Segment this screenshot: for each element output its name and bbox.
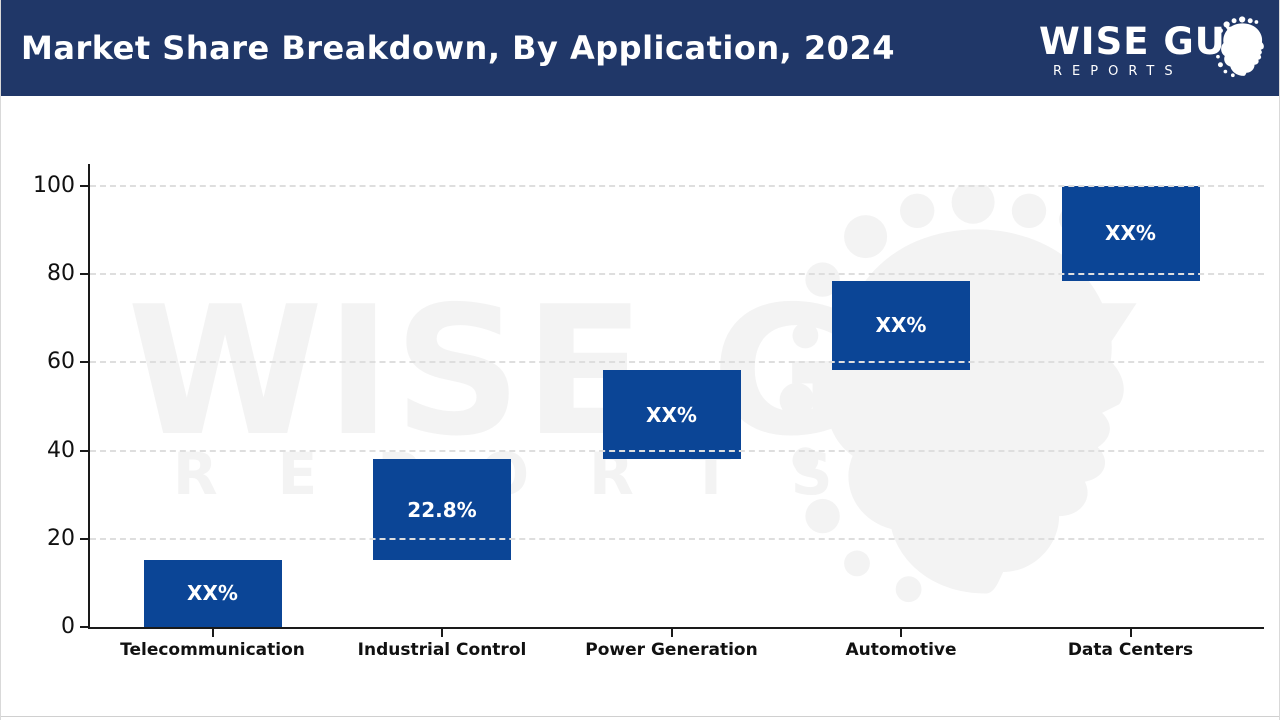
gridline-20: [90, 537, 1264, 540]
category-label-automotive: Automotive: [845, 640, 957, 660]
y-tick-label-40: 40: [47, 437, 75, 463]
y-tick-100: [80, 185, 88, 187]
x-tick-telecommunication: [211, 629, 214, 637]
x-axis-line: [88, 627, 1264, 629]
bar-value-label-industrial-control: 22.8%: [407, 497, 477, 522]
logo-reports-text: REPORTS: [1053, 64, 1183, 79]
y-tick-40: [80, 449, 88, 452]
category-label-power-generation: Power Generation: [585, 640, 758, 660]
x-tick-automotive: [900, 629, 902, 637]
x-tick-data-centers: [1129, 629, 1132, 637]
y-tick-label-100: 100: [33, 173, 75, 198]
y-axis-line: [88, 163, 90, 629]
chart-title: Market Share Breakdown, By Application, …: [21, 29, 895, 67]
y-tick-label-20: 20: [47, 525, 75, 551]
logo-dotted-face-icon: [1214, 16, 1264, 78]
bar-automotive: XX%: [832, 280, 970, 370]
y-tick-60: [80, 361, 88, 364]
bar-data-centers: XX%: [1061, 186, 1200, 281]
y-tick-0: [80, 626, 88, 628]
y-tick-20: [80, 537, 88, 540]
y-tick-80: [80, 273, 88, 276]
bar-telecommunication: XX%: [143, 559, 282, 627]
x-tick-industrial-control: [441, 629, 443, 637]
bar-value-label-automotive: XX%: [875, 313, 927, 338]
bottom-divider: [1, 716, 1279, 717]
gridline-100: [90, 185, 1264, 187]
y-tick-label-0: 0: [61, 614, 75, 639]
category-label-data-centers: Data Centers: [1067, 640, 1194, 660]
bar-industrial-control: 22.8%: [373, 459, 511, 560]
bar-value-label-data-centers: XX%: [1105, 221, 1156, 246]
bar-power-generation: XX%: [602, 369, 741, 460]
category-label-telecommunication: Telecommunication: [120, 640, 305, 660]
y-tick-label-60: 60: [47, 349, 75, 375]
wise-guy-reports-logo: WISE GUY REPORTS: [1039, 0, 1275, 96]
bar-value-label-telecommunication: XX%: [187, 581, 238, 606]
y-tick-label-80: 80: [47, 261, 75, 287]
category-label-industrial-control: Industrial Control: [357, 640, 527, 660]
gridline-80: [90, 273, 1264, 276]
header-bar: Market Share Breakdown, By Application, …: [1, 0, 1279, 96]
bar-value-label-power-generation: XX%: [646, 402, 697, 427]
gridline-40: [90, 449, 1264, 452]
gridline-60: [90, 361, 1264, 364]
x-tick-power-generation: [670, 629, 673, 637]
